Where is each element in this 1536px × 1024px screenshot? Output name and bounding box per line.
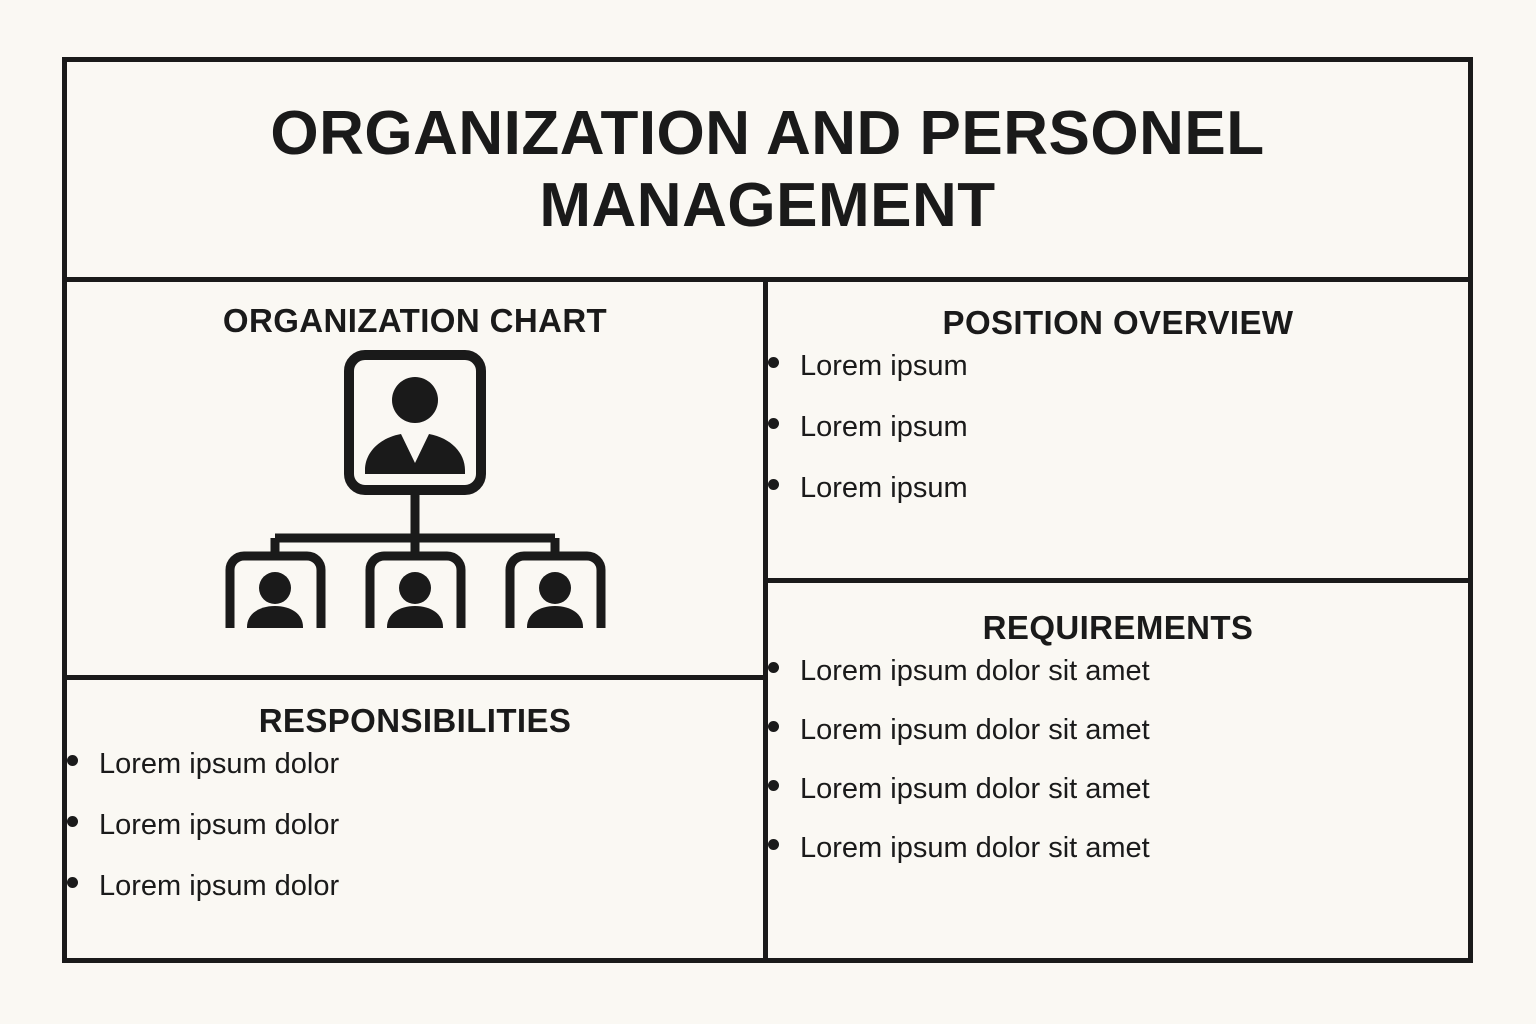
left-column: ORGANIZATION CHART [67, 282, 768, 958]
list-item-label: Lorem ipsum dolor sit amet [800, 832, 1150, 864]
org-chart-child-node [365, 551, 466, 628]
list-item: Lorem ipsum dolor [67, 750, 763, 779]
org-chart-child-node [505, 551, 606, 628]
list-item: Lorem ipsum dolor sit amet [768, 834, 1468, 863]
page-title: ORGANIZATION AND PERSONEL MANAGEMENT [270, 99, 1265, 240]
org-chart-diagram [67, 350, 763, 628]
panel-requirements: REQUIREMENTS Lorem ipsum dolor sit amet … [768, 583, 1468, 958]
list-item-label: Lorem ipsum dolor [99, 809, 340, 841]
list-item: Lorem ipsum [768, 474, 1468, 503]
list-item-label: Lorem ipsum [800, 350, 968, 382]
bullet-dot-icon [67, 816, 78, 827]
list-item: Lorem ipsum [768, 352, 1468, 381]
bullet-dot-icon [768, 780, 779, 791]
list-item: Lorem ipsum dolor sit amet [768, 716, 1468, 745]
bullet-dot-icon [768, 479, 779, 490]
list-item: Lorem ipsum dolor sit amet [768, 775, 1468, 804]
panel-position-overview: POSITION OVERVIEW Lorem ipsum Lorem ipsu… [768, 282, 1468, 583]
panel-title-requirements: REQUIREMENTS [982, 609, 1254, 646]
list-item: Lorem ipsum dolor sit amet [768, 657, 1468, 686]
list-item-label: Lorem ipsum dolor [99, 748, 340, 780]
panel-title-organization-chart: ORGANIZATION CHART [222, 302, 608, 339]
panel-responsibilities: RESPONSIBILITIES Lorem ipsum dolor Lorem… [67, 680, 763, 958]
list-item-label: Lorem ipsum dolor sit amet [800, 655, 1150, 687]
bullet-dot-icon [768, 721, 779, 732]
employee-person-icon [247, 572, 303, 628]
list-item-label: Lorem ipsum dolor sit amet [800, 714, 1150, 746]
list-item: Lorem ipsum [768, 413, 1468, 442]
position-overview-list: Lorem ipsum Lorem ipsum Lorem ipsum [768, 352, 1468, 503]
infographic-frame: ORGANIZATION AND PERSONEL MANAGEMENT ORG… [62, 57, 1473, 963]
header-band: ORGANIZATION AND PERSONEL MANAGEMENT [67, 62, 1468, 282]
org-chart-root-node [344, 350, 486, 495]
bullet-dot-icon [768, 662, 779, 673]
body-grid: ORGANIZATION CHART [67, 282, 1468, 958]
bullet-dot-icon [67, 755, 78, 766]
list-item: Lorem ipsum dolor [67, 872, 763, 901]
responsibilities-list: Lorem ipsum dolor Lorem ipsum dolor Lore… [67, 750, 763, 901]
org-chart-child-node [225, 551, 326, 628]
right-column: POSITION OVERVIEW Lorem ipsum Lorem ipsu… [768, 282, 1468, 958]
org-chart-connectors [270, 490, 560, 556]
bullet-dot-icon [67, 877, 78, 888]
panel-title-responsibilities: RESPONSIBILITIES [258, 702, 572, 739]
list-item-label: Lorem ipsum dolor sit amet [800, 773, 1150, 805]
panel-title-position-overview: POSITION OVERVIEW [942, 304, 1294, 341]
list-item-label: Lorem ipsum dolor [99, 870, 340, 902]
manager-person-icon [365, 377, 465, 474]
bullet-dot-icon [768, 418, 779, 429]
org-chart-hierarchy-icon [225, 350, 606, 628]
employee-person-icon [527, 572, 583, 628]
bullet-dot-icon [768, 839, 779, 850]
list-item-label: Lorem ipsum [800, 472, 968, 504]
employee-person-icon [387, 572, 443, 628]
list-item-label: Lorem ipsum [800, 411, 968, 443]
requirements-list: Lorem ipsum dolor sit amet Lorem ipsum d… [768, 657, 1468, 863]
bullet-dot-icon [768, 357, 779, 368]
panel-organization-chart: ORGANIZATION CHART [67, 282, 763, 680]
list-item: Lorem ipsum dolor [67, 811, 763, 840]
